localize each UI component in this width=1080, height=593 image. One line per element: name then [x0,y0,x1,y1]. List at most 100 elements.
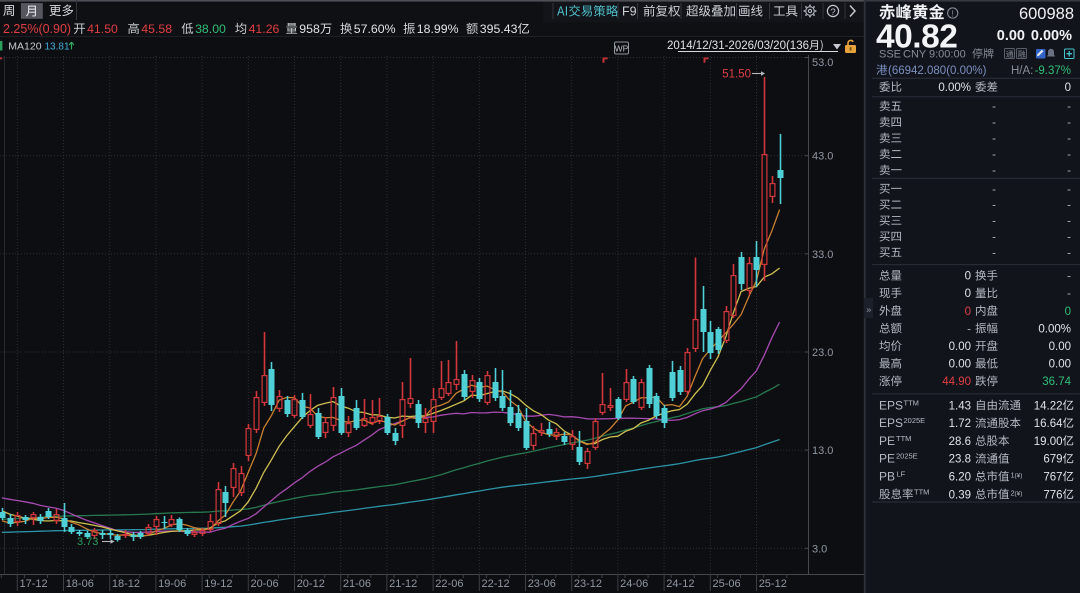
svg-text:-: - [967,323,971,335]
svg-text:MA120: MA120 [8,40,41,52]
svg-text:22-12: 22-12 [482,578,510,590]
svg-text:23-12: 23-12 [574,578,602,590]
svg-text:43.0: 43.0 [812,151,833,163]
svg-text:LF: LF [897,470,906,479]
svg-text:-: - [1067,149,1071,161]
svg-text:38.00: 38.00 [195,22,226,36]
svg-text:0: 0 [965,306,971,318]
svg-text:0.00%: 0.00% [1038,323,1071,335]
svg-text:0: 0 [1065,82,1071,94]
svg-text:!: ! [952,9,954,19]
svg-text:0: 0 [965,271,971,283]
svg-text:23-06: 23-06 [528,578,556,590]
svg-text:20-06: 20-06 [251,578,279,590]
svg-text:57.60%: 57.60% [354,22,396,36]
svg-text:45.58: 45.58 [141,22,172,36]
svg-text:776: 776 [1043,489,1062,501]
svg-text:(¥): (¥) [1015,473,1023,480]
svg-text:2: 2 [1011,488,1015,497]
svg-text:0.00: 0.00 [997,28,1025,44]
svg-text:44.90: 44.90 [942,376,971,388]
svg-text:3.73: 3.73 [77,536,98,548]
svg-text:21-06: 21-06 [343,578,371,590]
svg-text:395.43: 395.43 [480,22,518,36]
svg-text:17-12: 17-12 [20,578,48,590]
svg-text:22-06: 22-06 [435,578,463,590]
svg-text:40.82: 40.82 [876,19,957,56]
svg-text:-: - [1067,184,1071,196]
svg-text:24-12: 24-12 [666,578,694,590]
svg-text:?: ? [830,7,835,18]
svg-text:20-12: 20-12 [297,578,325,590]
svg-text:-: - [1067,232,1071,244]
svg-text:6.20: 6.20 [949,472,971,484]
svg-text:19-06: 19-06 [158,578,186,590]
svg-text:-: - [1067,117,1071,129]
svg-text:TTM: TTM [914,487,929,496]
svg-text:18-12: 18-12 [112,578,140,590]
svg-text:-: - [1067,271,1071,283]
svg-text:PB: PB [879,470,895,484]
svg-text:PE: PE [879,452,895,466]
svg-text:13.0: 13.0 [812,445,833,457]
svg-text:2025E: 2025E [904,416,926,425]
svg-text:-: - [1067,133,1071,145]
svg-text:F9: F9 [622,5,637,19]
svg-text:-: - [992,117,996,129]
svg-text:PE: PE [879,434,895,448]
svg-text:-: - [992,247,996,259]
svg-text:-: - [992,232,996,244]
svg-text:-: - [992,200,996,212]
svg-text:-: - [992,216,996,228]
svg-text:41.50: 41.50 [87,22,118,36]
svg-text:1: 1 [1011,471,1015,480]
svg-text:2025E: 2025E [896,452,918,461]
svg-text:-: - [992,101,996,113]
svg-text:33.0: 33.0 [812,249,833,261]
svg-text:21-12: 21-12 [389,578,417,590]
svg-text:53.0: 53.0 [812,57,833,69]
svg-text:-: - [1067,288,1071,300]
svg-text:EPS: EPS [879,416,903,430]
svg-text:-: - [992,149,996,161]
svg-text:-: - [992,133,996,145]
svg-text:36.74: 36.74 [1042,376,1071,388]
svg-text:24-06: 24-06 [620,578,648,590]
svg-text:600988: 600988 [1019,5,1074,23]
svg-text:28.6: 28.6 [949,436,971,448]
svg-text:0: 0 [1065,306,1071,318]
svg-text:-9.37%: -9.37% [1035,65,1071,77]
svg-text:18.99%: 18.99% [417,22,459,36]
svg-text:1.72: 1.72 [949,418,971,430]
svg-text:0.00%: 0.00% [1031,28,1072,44]
svg-text:WP: WP [615,44,629,54]
svg-text:0.00%: 0.00% [938,82,971,94]
svg-text:H/A:: H/A: [1011,65,1033,77]
svg-text:3.0: 3.0 [812,543,827,555]
svg-text:0.39: 0.39 [949,489,971,501]
svg-text:CNY: CNY [903,49,927,61]
svg-text:-: - [1067,216,1071,228]
svg-text:(¥): (¥) [1015,490,1023,497]
svg-text:51.50: 51.50 [722,69,751,81]
svg-text:19.00: 19.00 [1034,436,1063,448]
svg-text:767: 767 [1043,472,1062,484]
svg-text:2.25%(0.90): 2.25%(0.90) [3,22,71,36]
svg-text:TTM: TTM [896,434,911,443]
svg-text:16.64: 16.64 [1034,418,1063,430]
svg-text:0.00: 0.00 [1049,359,1071,371]
svg-text:25-06: 25-06 [713,578,741,590]
svg-text:958: 958 [299,22,320,36]
svg-text:EPS: EPS [879,398,903,412]
svg-text:25-12: 25-12 [759,578,787,590]
svg-text:18-06: 18-06 [66,578,94,590]
svg-text:13.81: 13.81 [45,41,70,52]
svg-text:679: 679 [1043,454,1062,466]
svg-text:(66942.080(0.00%): (66942.080(0.00%) [888,65,987,77]
svg-text:-: - [992,184,996,196]
svg-text:0: 0 [965,288,971,300]
svg-text:0.00: 0.00 [949,359,971,371]
svg-text:14.22: 14.22 [1034,400,1063,412]
svg-text:-: - [1067,200,1071,212]
svg-text:-: - [992,165,996,177]
